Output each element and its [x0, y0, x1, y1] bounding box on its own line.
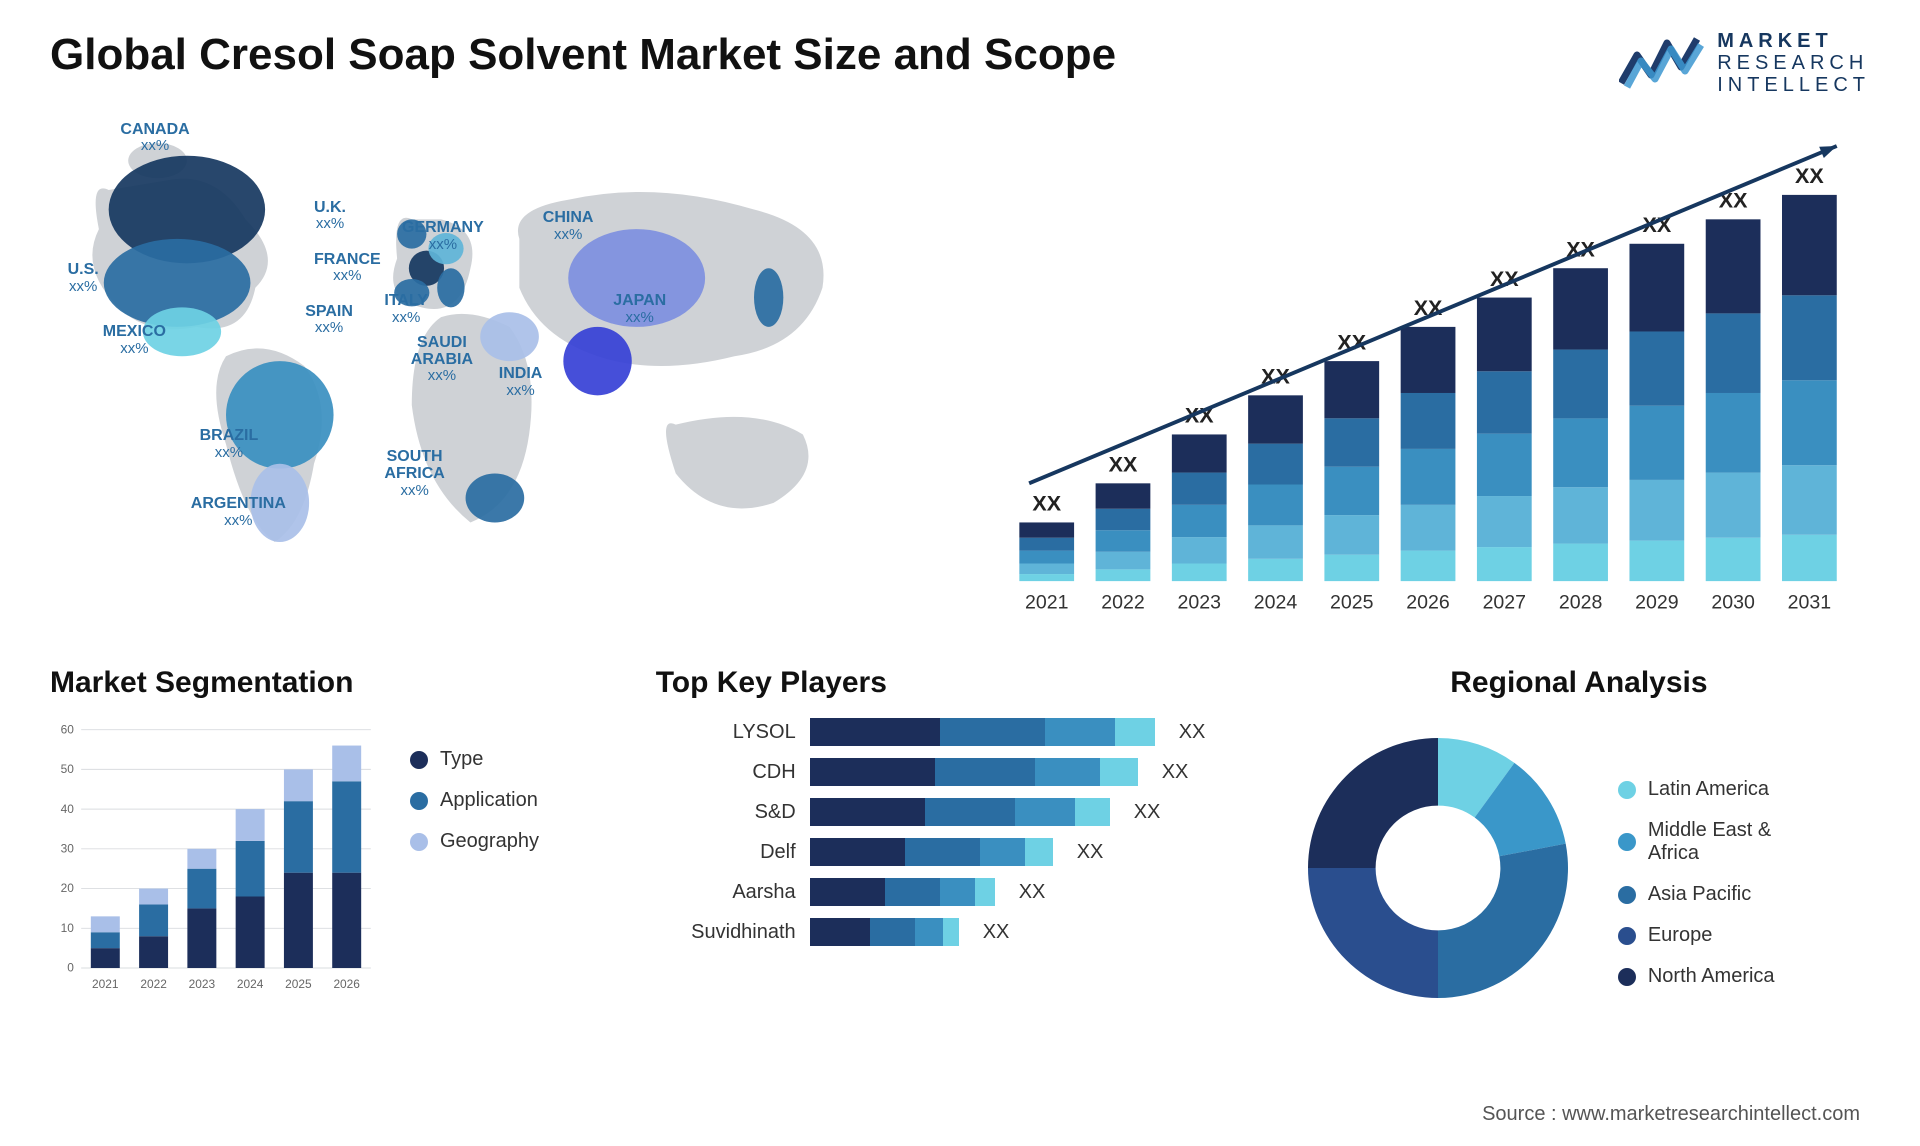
svg-text:XX: XX [1109, 453, 1138, 477]
map-label: BRAZILxx% [200, 428, 259, 461]
svg-text:2023: 2023 [189, 977, 216, 991]
svg-text:XX: XX [1795, 164, 1824, 188]
svg-text:2031: 2031 [1788, 591, 1831, 613]
key-players-panel: Top Key Players LYSOLXXCDHXXS&DXXDelfXXA… [656, 666, 1238, 1018]
growth-chart: 2021XX2022XX2023XX2024XX2025XX2026XX2027… [990, 106, 1870, 626]
svg-text:2022: 2022 [1101, 591, 1144, 613]
key-player-value: XX [1077, 841, 1104, 864]
svg-text:2025: 2025 [1330, 591, 1374, 613]
legend-item: Application [410, 789, 539, 812]
legend-item: Latin America [1618, 778, 1775, 801]
map-label: SOUTHAFRICAxx% [384, 449, 444, 498]
svg-text:2030: 2030 [1711, 591, 1755, 613]
logo-line1: MARKET [1717, 30, 1870, 52]
regional-title: Regional Analysis [1288, 666, 1870, 700]
svg-text:2025: 2025 [285, 977, 312, 991]
key-player-name: Suvidhinath [656, 921, 796, 944]
key-player-value: XX [1162, 761, 1189, 784]
svg-text:2023: 2023 [1178, 591, 1222, 613]
page-title: Global Cresol Soap Solvent Market Size a… [50, 30, 1116, 80]
key-player-row: S&D XX [656, 798, 1238, 826]
key-player-bar [810, 758, 1138, 786]
map-label: SPAINxx% [305, 304, 353, 337]
map-label: U.K.xx% [314, 200, 346, 233]
map-label: CANADAxx% [120, 122, 189, 155]
svg-text:20: 20 [61, 881, 75, 895]
regional-donut [1288, 718, 1588, 1018]
logo: MARKET RESEARCH INTELLECT [1619, 30, 1870, 96]
map-label: ARGENTINAxx% [191, 496, 286, 529]
svg-text:30: 30 [61, 842, 75, 856]
logo-line3: INTELLECT [1717, 74, 1870, 96]
segmentation-title: Market Segmentation [50, 666, 606, 700]
map-label: ITALYxx% [384, 293, 428, 326]
legend-item: Asia Pacific [1618, 883, 1775, 906]
svg-text:2024: 2024 [237, 977, 264, 991]
map-label: JAPANxx% [613, 293, 666, 326]
key-player-row: LYSOL XX [656, 718, 1238, 746]
map-label: U.S.xx% [68, 262, 99, 295]
svg-text:2028: 2028 [1559, 591, 1603, 613]
segmentation-legend: Type Application Geography [410, 718, 539, 853]
key-player-name: Delf [656, 841, 796, 864]
key-player-value: XX [1179, 721, 1206, 744]
key-player-name: S&D [656, 801, 796, 824]
svg-text:2024: 2024 [1254, 591, 1298, 613]
svg-text:2029: 2029 [1635, 591, 1678, 613]
legend-item: North America [1618, 965, 1775, 988]
map-label: FRANCExx% [314, 252, 381, 285]
key-player-row: Aarsha XX [656, 878, 1238, 906]
key-player-bar [810, 918, 959, 946]
key-player-row: Delf XX [656, 838, 1238, 866]
key-player-value: XX [1019, 881, 1046, 904]
key-player-row: Suvidhinath XX [656, 918, 1238, 946]
svg-text:10: 10 [61, 921, 75, 935]
svg-text:2027: 2027 [1483, 591, 1526, 613]
key-player-bar [810, 798, 1110, 826]
logo-icon [1619, 31, 1705, 95]
regional-legend: Latin America Middle East &Africa Asia Pac… [1618, 748, 1775, 988]
map-label: GERMANYxx% [402, 220, 484, 253]
segmentation-panel: Market Segmentation 0 10 20 30 40 50 60 2021 202… [50, 666, 606, 1018]
key-player-bar [810, 838, 1053, 866]
legend-item: Type [410, 748, 539, 771]
svg-text:2021: 2021 [92, 977, 119, 991]
svg-text:2021: 2021 [1025, 591, 1068, 613]
map-label: INDIAxx% [499, 366, 543, 399]
svg-text:2022: 2022 [140, 977, 167, 991]
svg-text:2026: 2026 [333, 977, 360, 991]
key-player-bar [810, 878, 995, 906]
world-map: CANADAxx% U.S.xx%MEXICOxx% BRAZILxx% ARGENT… [50, 106, 930, 626]
key-player-bar [810, 718, 1155, 746]
map-label: CHINAxx% [543, 210, 594, 243]
legend-item: Europe [1618, 924, 1775, 947]
svg-text:60: 60 [61, 722, 75, 736]
key-player-value: XX [983, 921, 1010, 944]
key-player-value: XX [1134, 801, 1161, 824]
map-label: SAUDIARABIAxx% [411, 335, 473, 384]
svg-text:XX: XX [1032, 492, 1061, 516]
logo-line2: RESEARCH [1717, 52, 1870, 74]
legend-item: Geography [410, 830, 539, 853]
legend-item: Middle East &Africa [1618, 819, 1775, 865]
key-players-title: Top Key Players [656, 666, 1238, 700]
map-label: MEXICOxx% [103, 324, 166, 357]
regional-panel: Regional Analysis Latin America Middle Ea… [1288, 666, 1870, 1018]
svg-text:50: 50 [61, 762, 75, 776]
key-player-name: LYSOL [656, 721, 796, 744]
source-footer: Source : www.marketresearchintellect.com [1482, 1103, 1860, 1126]
key-player-name: CDH [656, 761, 796, 784]
svg-text:40: 40 [61, 802, 75, 816]
key-player-row: CDH XX [656, 758, 1238, 786]
segmentation-chart: 0 10 20 30 40 50 60 2021 2022 2023 2024 2025 2026 [50, 718, 380, 998]
svg-text:2026: 2026 [1406, 591, 1450, 613]
key-player-name: Aarsha [656, 881, 796, 904]
svg-text:0: 0 [67, 961, 74, 975]
